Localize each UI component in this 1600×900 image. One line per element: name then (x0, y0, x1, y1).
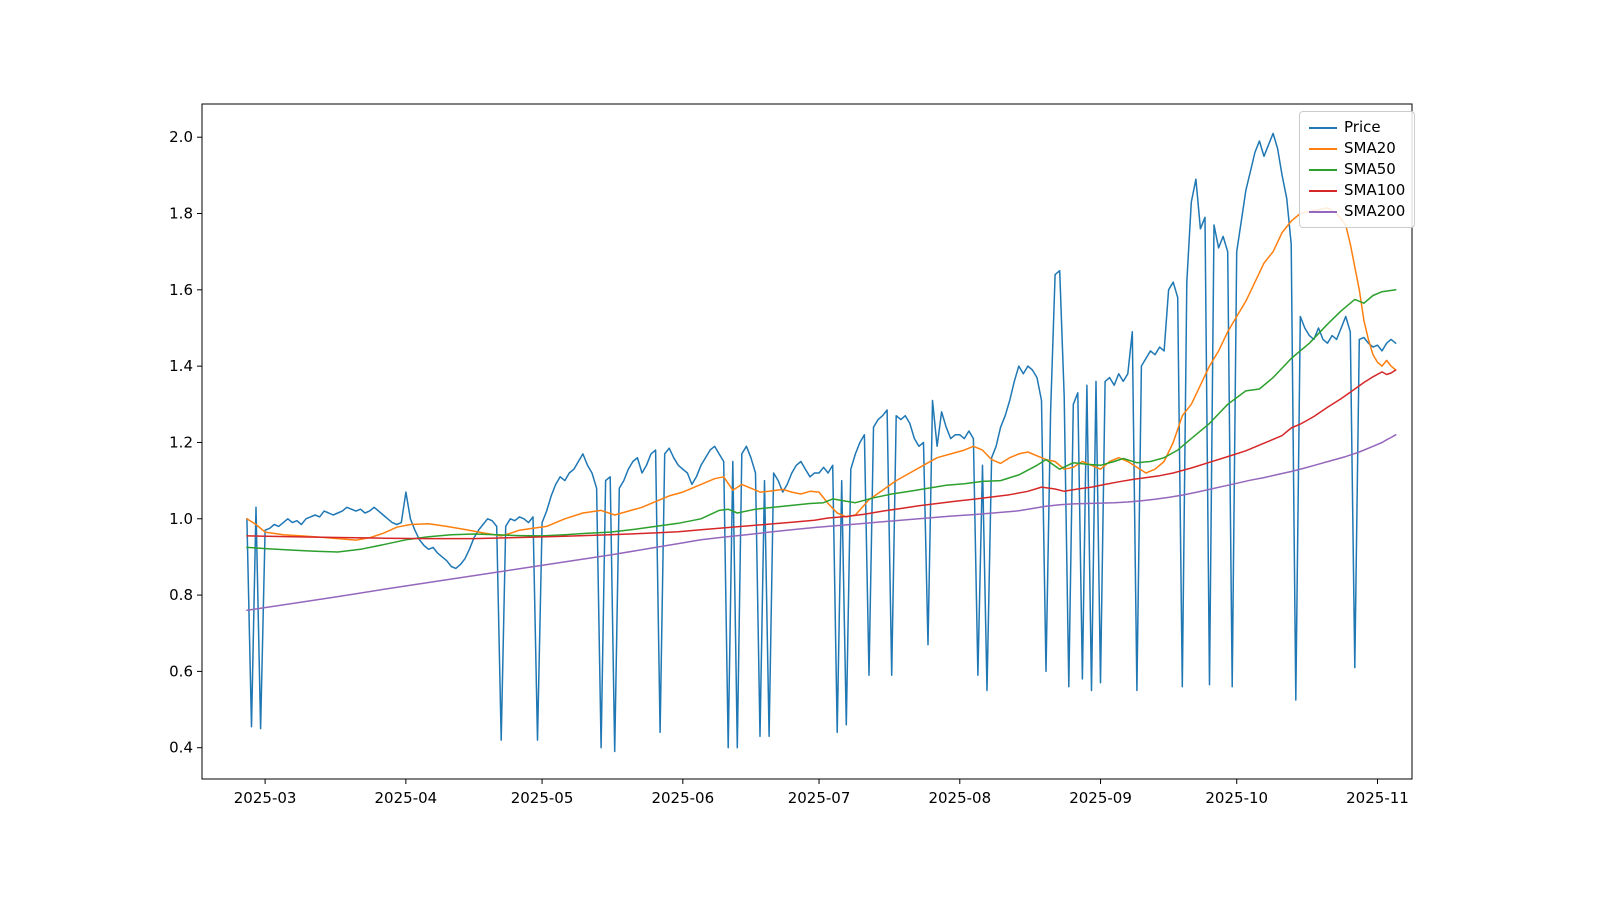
y-tick-label: 0.4 (169, 739, 193, 757)
y-tick-label: 2.0 (169, 128, 193, 146)
legend-item-sma100: SMA100 (1309, 180, 1405, 201)
legend-label-sma100: SMA100 (1344, 181, 1406, 199)
x-tick-label: 2025-09 (1069, 789, 1132, 807)
legend-label-sma20: SMA20 (1344, 139, 1396, 157)
legend-item-sma200: SMA200 (1309, 201, 1405, 222)
legend-item-price: Price (1309, 117, 1405, 138)
x-tick-label: 2025-08 (928, 789, 991, 807)
legend-label-price: Price (1344, 118, 1381, 136)
price-line (246, 132, 1397, 753)
legend-swatch-sma50 (1309, 168, 1337, 171)
y-tick-label: 1.8 (169, 205, 193, 223)
x-tick-label: 2025-06 (651, 789, 714, 807)
legend-swatch-sma200 (1309, 210, 1337, 213)
x-tick-label: 2025-03 (234, 789, 297, 807)
plot-area (201, 103, 1413, 780)
y-tick-label: 1.2 (169, 433, 193, 451)
y-tick-label: 0.8 (169, 586, 193, 604)
sma50-line (246, 289, 1397, 553)
legend-swatch-sma100 (1309, 189, 1337, 192)
x-tick-label: 2025-07 (788, 789, 851, 807)
y-tick-label: 1.4 (169, 357, 193, 375)
legend-item-sma20: SMA20 (1309, 138, 1405, 159)
x-tick-label: 2025-05 (511, 789, 574, 807)
sma200-line (246, 434, 1397, 612)
legend-label-sma50: SMA50 (1344, 160, 1396, 178)
sma20-line (246, 207, 1397, 541)
legend-swatch-sma20 (1309, 147, 1337, 150)
legend-item-sma50: SMA50 (1309, 159, 1405, 180)
x-tick-label: 2025-10 (1205, 789, 1268, 807)
y-tick-label: 0.6 (169, 662, 193, 680)
sma100-line (246, 369, 1397, 540)
y-tick-label: 1.6 (169, 281, 193, 299)
legend-swatch-price (1309, 126, 1337, 129)
legend: Price SMA20 SMA50 SMA100 SMA200 (1299, 111, 1416, 228)
y-tick-label: 1.0 (169, 510, 193, 528)
x-tick-label: 2025-04 (375, 789, 438, 807)
x-tick-label: 2025-11 (1346, 789, 1409, 807)
legend-label-sma200: SMA200 (1344, 202, 1406, 220)
